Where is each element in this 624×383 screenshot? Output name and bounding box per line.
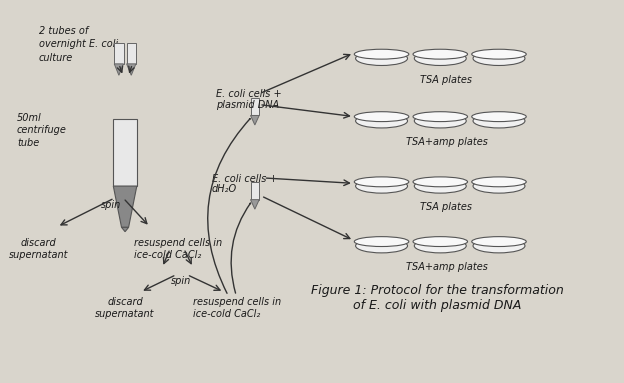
Text: TSA+amp plates: TSA+amp plates <box>406 137 487 147</box>
Text: plasmid DNA: plasmid DNA <box>216 100 279 110</box>
Polygon shape <box>114 64 124 75</box>
Ellipse shape <box>354 112 409 121</box>
Ellipse shape <box>473 179 525 193</box>
Text: culture: culture <box>39 53 73 63</box>
Bar <box>127 43 136 64</box>
Text: Figure 1: Protocol for the transformation
of E. coli with plasmid DNA: Figure 1: Protocol for the transformatio… <box>311 284 563 312</box>
Text: overnight E. coli: overnight E. coli <box>39 39 118 49</box>
Ellipse shape <box>472 237 526 247</box>
Text: spin: spin <box>100 200 121 210</box>
Polygon shape <box>250 115 259 125</box>
Text: supernatant: supernatant <box>95 309 155 319</box>
Ellipse shape <box>473 51 525 65</box>
Ellipse shape <box>414 51 466 65</box>
Text: discard: discard <box>107 298 143 308</box>
Text: tube: tube <box>17 138 39 148</box>
Ellipse shape <box>413 177 467 187</box>
Ellipse shape <box>356 114 407 128</box>
Text: E. coli cells +: E. coli cells + <box>216 89 281 99</box>
Text: resuspend cells in: resuspend cells in <box>193 298 281 308</box>
Text: E. coli cells +: E. coli cells + <box>212 173 277 183</box>
Text: TSA plates: TSA plates <box>421 202 472 212</box>
Ellipse shape <box>354 49 409 59</box>
Ellipse shape <box>356 239 407 253</box>
Ellipse shape <box>414 114 466 128</box>
Ellipse shape <box>473 114 525 128</box>
Ellipse shape <box>413 112 467 121</box>
Bar <box>250 98 259 115</box>
Ellipse shape <box>472 49 526 59</box>
Text: TSA+amp plates: TSA+amp plates <box>406 262 487 272</box>
Ellipse shape <box>473 239 525 253</box>
Ellipse shape <box>354 177 409 187</box>
Text: resuspend cells in: resuspend cells in <box>134 238 223 248</box>
Polygon shape <box>122 228 129 232</box>
Text: ice-cold CaCl₂: ice-cold CaCl₂ <box>134 250 202 260</box>
Text: dH₂O: dH₂O <box>212 185 236 195</box>
Ellipse shape <box>414 179 466 193</box>
Text: ice-cold CaCl₂: ice-cold CaCl₂ <box>193 309 260 319</box>
Bar <box>114 119 137 186</box>
Ellipse shape <box>413 49 467 59</box>
Ellipse shape <box>356 179 407 193</box>
Text: TSA plates: TSA plates <box>421 75 472 85</box>
Ellipse shape <box>354 237 409 247</box>
Text: discard: discard <box>21 238 56 248</box>
Bar <box>250 182 259 200</box>
Ellipse shape <box>472 112 526 121</box>
Ellipse shape <box>472 177 526 187</box>
FancyArrowPatch shape <box>231 203 250 293</box>
Text: centrifuge: centrifuge <box>17 125 67 135</box>
Ellipse shape <box>356 51 407 65</box>
Polygon shape <box>250 200 259 209</box>
Polygon shape <box>114 186 137 228</box>
Text: 50ml: 50ml <box>17 113 42 123</box>
Ellipse shape <box>414 239 466 253</box>
Polygon shape <box>127 64 136 75</box>
Text: spin: spin <box>170 276 191 286</box>
Ellipse shape <box>413 237 467 247</box>
Text: supernatant: supernatant <box>9 250 68 260</box>
Text: 2 tubes of: 2 tubes of <box>39 26 88 36</box>
Bar <box>114 43 124 64</box>
FancyArrowPatch shape <box>208 119 250 293</box>
